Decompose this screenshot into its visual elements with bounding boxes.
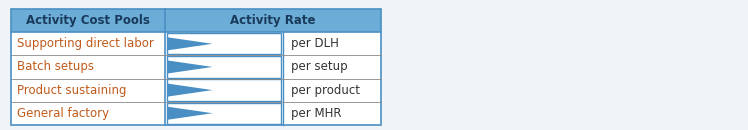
Text: Product sustaining: Product sustaining [17,84,126,97]
Text: per MHR: per MHR [291,107,341,120]
Text: Supporting direct labor: Supporting direct labor [17,37,154,50]
Text: General factory: General factory [17,107,109,120]
Polygon shape [168,37,212,50]
Text: Activity Cost Pools: Activity Cost Pools [26,14,150,27]
Bar [167,79,281,101]
Bar [11,32,381,55]
Bar [11,102,381,125]
Polygon shape [168,84,212,97]
Bar [11,55,381,79]
Text: per product: per product [291,84,360,97]
Text: Batch setups: Batch setups [17,60,94,73]
Text: Activity Rate: Activity Rate [230,14,316,27]
Bar [167,33,281,54]
Polygon shape [168,60,212,73]
Bar [11,9,381,125]
Text: per DLH: per DLH [291,37,339,50]
Bar [167,103,281,124]
Polygon shape [168,107,212,120]
Bar [11,79,381,102]
Bar [11,9,381,32]
Text: per setup: per setup [291,60,348,73]
Bar [167,56,281,78]
